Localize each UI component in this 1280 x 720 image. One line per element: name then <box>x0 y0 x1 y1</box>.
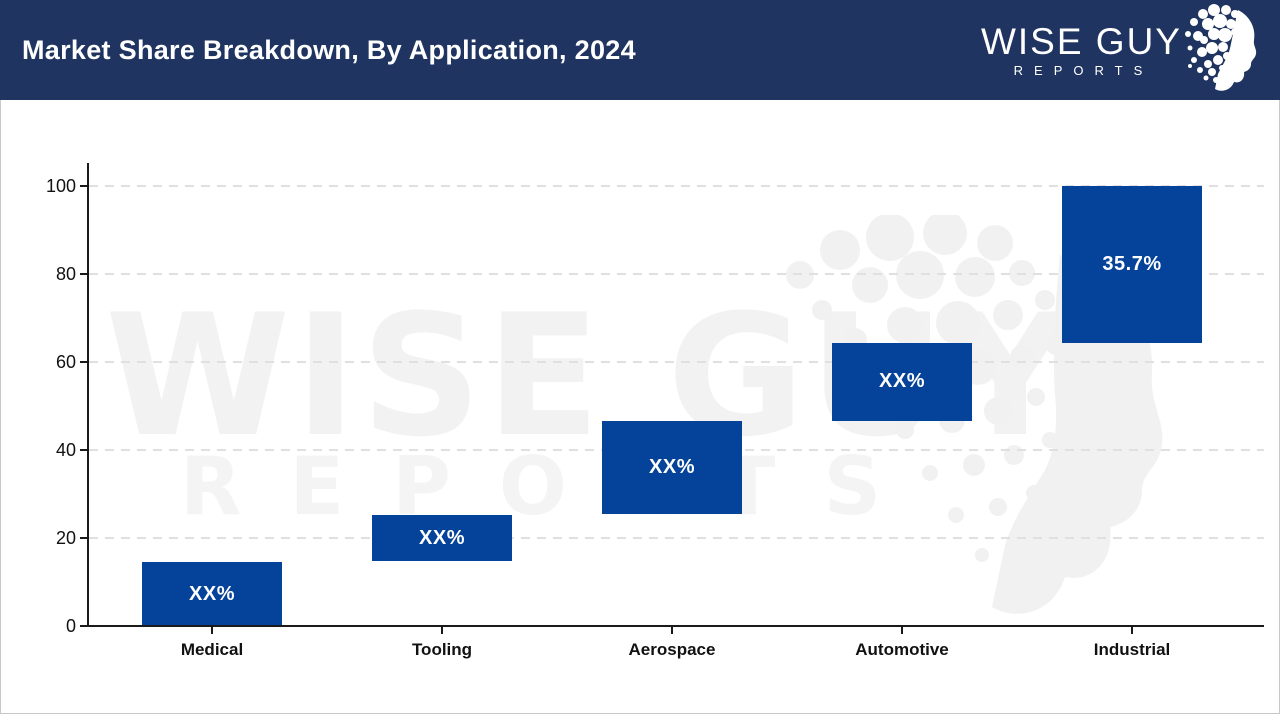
watermark-head-graphic <box>786 215 1163 614</box>
y-tick-label: 0 <box>65 616 76 636</box>
x-axis <box>87 625 1264 627</box>
brand-logo: WISE GUY REPORTS <box>981 4 1280 96</box>
bar-industrial: 35.7% <box>1062 186 1202 344</box>
gridline <box>89 537 1264 539</box>
x-tick-mark <box>901 627 903 634</box>
x-category-label: Medical <box>180 640 244 659</box>
y-axis <box>87 163 89 627</box>
x-tick-mark <box>671 627 673 634</box>
y-tick-label: 20 <box>55 528 76 548</box>
y-tick-label: 60 <box>55 352 76 372</box>
y-tick-mark <box>80 185 88 187</box>
bar-value-label: XX% <box>879 370 925 393</box>
y-tick-label: 80 <box>55 264 76 284</box>
bar-tooling: XX% <box>372 515 512 562</box>
y-tick-mark <box>80 625 88 627</box>
y-tick-label: 40 <box>55 440 76 460</box>
gridline <box>89 273 1264 275</box>
bar-automotive: XX% <box>832 343 972 421</box>
logo-wordmark: WISE GUY <box>980 20 1182 62</box>
gridline <box>89 185 1264 187</box>
x-category-label: Automotive <box>855 640 949 659</box>
x-category-label: Aerospace <box>628 640 716 659</box>
bar-value-label: XX% <box>189 582 235 605</box>
logo-subtitle: REPORTS <box>1013 62 1154 78</box>
header: Market Share Breakdown, By Application, … <box>0 0 1280 100</box>
y-tick-mark <box>80 449 88 451</box>
page-title: Market Share Breakdown, By Application, … <box>22 34 636 65</box>
bar-value-label: XX% <box>649 456 695 479</box>
x-tick-mark <box>211 627 213 634</box>
watermark-text-reports: REPORTS <box>180 440 930 533</box>
y-tick-mark <box>80 361 88 363</box>
y-tick-mark <box>80 537 88 539</box>
logo-head-icon <box>1185 4 1257 91</box>
y-tick-mark <box>80 273 88 275</box>
gridline <box>89 361 1264 363</box>
x-category-label: Tooling <box>411 640 473 659</box>
x-category-label: Industrial <box>1093 640 1171 659</box>
bar-value-label: XX% <box>419 526 465 549</box>
bar-value-label: 35.7% <box>1102 253 1162 276</box>
x-tick-mark <box>441 627 443 634</box>
x-tick-mark <box>1131 627 1133 634</box>
y-tick-label: 100 <box>45 176 76 196</box>
bar-medical: XX% <box>142 562 282 626</box>
bar-aerospace: XX% <box>602 421 742 515</box>
